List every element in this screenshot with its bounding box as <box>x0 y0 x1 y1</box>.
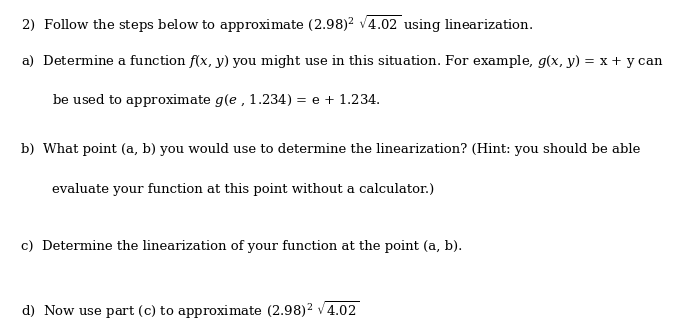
Text: b)  What point (a, b) you would use to determine the linearization? (Hint: you s: b) What point (a, b) you would use to de… <box>21 143 640 156</box>
Text: c)  Determine the linearization of your function at the point (a, b).: c) Determine the linearization of your f… <box>21 240 463 253</box>
Text: be used to approximate $g$($e$ , 1.234) = e + 1.234.: be used to approximate $g$($e$ , 1.234) … <box>52 92 382 109</box>
Text: d)  Now use part (c) to approximate (2.98)$^2$ $\sqrt{4.02}$: d) Now use part (c) to approximate (2.98… <box>21 299 359 321</box>
Text: evaluate your function at this point without a calculator.): evaluate your function at this point wit… <box>52 183 435 196</box>
Text: 2)  Follow the steps below to approximate (2.98)$^2$ $\sqrt{4.02}$ using lineari: 2) Follow the steps below to approximate… <box>21 13 533 35</box>
Text: a)  Determine a function $f$($x$, $y$) you might use in this situation. For exam: a) Determine a function $f$($x$, $y$) yo… <box>21 53 663 70</box>
